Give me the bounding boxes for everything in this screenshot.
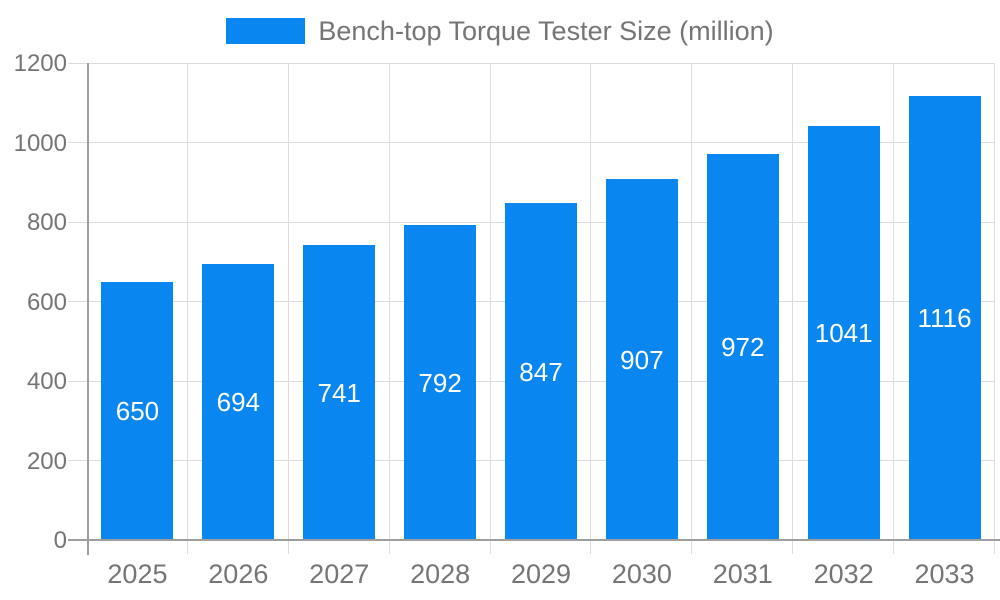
bar-value-label: 741 <box>317 377 361 408</box>
legend-swatch <box>226 18 306 44</box>
v-gridline <box>792 63 794 554</box>
y-tick-label: 0 <box>53 527 67 554</box>
plot-area: 0 200 400 600 800 1000 1200 650 2025 694 2026 741 20… <box>14 51 1000 588</box>
h-gridline <box>68 62 995 64</box>
v-gridline <box>287 63 289 554</box>
y-tick-label: 600 <box>26 288 67 316</box>
bar[interactable]: 694 <box>202 264 275 540</box>
bar-value-label: 792 <box>418 367 462 398</box>
v-gridline <box>388 63 390 554</box>
x-tick-label: 2033 <box>914 559 975 589</box>
bar-value-label: 972 <box>721 331 765 362</box>
bar-value-label: 1116 <box>917 303 972 334</box>
x-tick-label: 2027 <box>309 559 370 589</box>
bar[interactable]: 1116 <box>908 96 981 540</box>
y-tick-label: 400 <box>26 368 67 395</box>
x-tick-label: 2030 <box>611 559 672 589</box>
y-tick-label: 800 <box>26 209 67 236</box>
x-tick-label: 2029 <box>510 559 572 589</box>
bar-value-label: 1041 <box>814 318 873 349</box>
y-axis-line <box>87 63 89 555</box>
legend: Bench-top Torque Tester Size (million) <box>0 16 1000 46</box>
legend-label: Bench-top Torque Tester Size (million) <box>318 15 774 46</box>
bar[interactable]: 650 <box>101 281 174 540</box>
h-gridline <box>68 142 995 143</box>
bar-value-label: 907 <box>620 344 664 375</box>
bar[interactable]: 847 <box>505 203 577 540</box>
bar[interactable]: 792 <box>404 225 477 540</box>
bar-value-label: 650 <box>115 395 160 426</box>
x-tick-label: 2028 <box>410 559 471 589</box>
v-gridline <box>994 63 995 554</box>
x-tick-label: 2026 <box>208 559 269 589</box>
v-gridline <box>489 63 491 554</box>
bar[interactable]: 1041 <box>807 126 880 540</box>
x-tick-label: 2031 <box>712 559 773 589</box>
x-tick-label: 2025 <box>107 559 168 589</box>
y-tick-label: 200 <box>26 447 67 475</box>
bar-value-label: 694 <box>216 387 261 418</box>
v-gridline <box>691 63 693 554</box>
y-tick-label: 1000 <box>13 129 67 157</box>
x-axis-line <box>68 539 1000 541</box>
v-gridline <box>893 63 895 554</box>
bar[interactable]: 907 <box>605 179 678 540</box>
v-gridline <box>590 63 592 554</box>
v-gridline <box>186 63 188 554</box>
bar[interactable]: 972 <box>706 153 779 540</box>
bar[interactable]: 741 <box>303 245 376 540</box>
bar-value-label: 847 <box>519 356 563 387</box>
y-tick-label: 1200 <box>13 50 67 77</box>
x-tick-label: 2032 <box>813 559 874 589</box>
